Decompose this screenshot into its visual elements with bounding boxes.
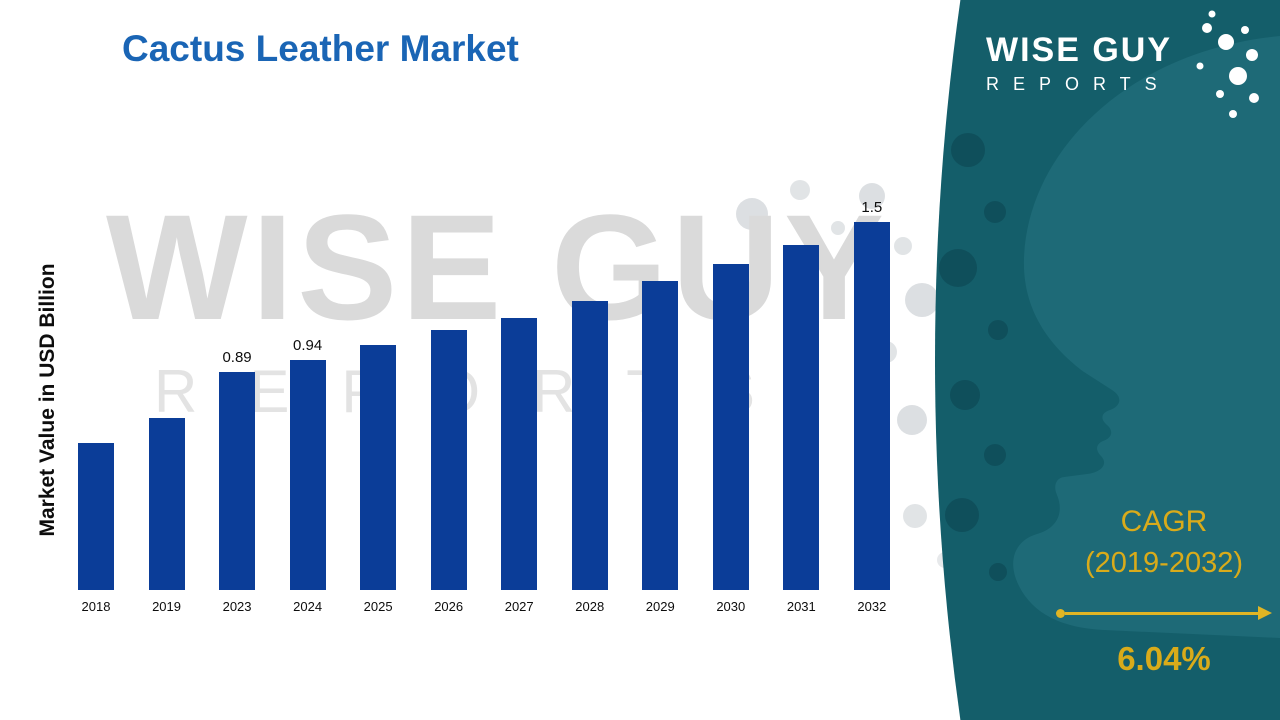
bar-chart: 2018 2019 0.89 2023 0.94 2024 2025 2026 2027 2028… <box>64 199 904 614</box>
bar-column: 0.94 2024 <box>276 337 340 614</box>
brand-logo: WISE GUY REPORTS <box>986 31 1173 95</box>
arrow-start-dot-icon <box>1056 608 1065 618</box>
bar <box>430 330 467 590</box>
bar-value-label: 1.5 <box>861 199 883 216</box>
face-profile-silhouette <box>1013 36 1280 638</box>
cagr-range: (2019-2032) <box>1085 547 1243 579</box>
bar-column: 0.89 2023 <box>205 349 269 614</box>
bar-column: 2018 <box>64 420 128 614</box>
x-axis-tick: 2029 <box>645 599 675 614</box>
x-axis-tick: 2024 <box>293 599 323 614</box>
cagr-label: CAGR <box>1120 505 1208 538</box>
x-axis-tick: 2023 <box>222 599 252 614</box>
bar <box>360 345 397 590</box>
teal-dot-cluster <box>939 133 1008 581</box>
bar-column: 2030 <box>699 241 763 614</box>
bar-value-label: 0.89 <box>222 349 252 366</box>
bar <box>289 360 326 590</box>
x-axis-tick: 2018 <box>81 599 111 614</box>
bar <box>783 245 820 590</box>
x-axis-tick: 2031 <box>786 599 816 614</box>
cagr-arrow <box>1056 606 1272 620</box>
brand-subname: REPORTS <box>986 74 1171 95</box>
y-axis-label: Market Value in USD Billion <box>36 263 59 537</box>
bar-column: 2031 <box>769 222 833 614</box>
arrow-line <box>1065 611 1258 615</box>
bar <box>853 222 890 590</box>
x-axis-tick: 2032 <box>857 599 887 614</box>
x-axis-tick: 2025 <box>363 599 393 614</box>
bar <box>642 281 679 590</box>
x-axis-tick: 2027 <box>504 599 534 614</box>
bar-column: 2029 <box>628 258 692 614</box>
cagr-value: 6.04% <box>1117 640 1211 677</box>
cagr-block: CAGR (2019-2032) 6.04% <box>1056 505 1272 678</box>
x-axis-tick: 2026 <box>434 599 464 614</box>
bar-column: 2027 <box>487 295 551 614</box>
x-axis-tick: 2028 <box>575 599 605 614</box>
bar <box>78 443 114 590</box>
bar-column: 2025 <box>346 322 410 614</box>
logo-face-icon <box>1196 10 1259 118</box>
bar <box>219 372 256 590</box>
bar-column: 2026 <box>417 307 481 614</box>
bar-column: 1.5 2032 <box>840 199 904 614</box>
brand-name: WISE GUY <box>986 31 1173 69</box>
bar <box>501 318 538 590</box>
x-axis-tick: 2030 <box>716 599 746 614</box>
x-axis-tick: 2019 <box>152 599 181 614</box>
bar-value-label: 0.94 <box>292 337 323 354</box>
bar <box>571 301 608 590</box>
bar <box>148 418 185 590</box>
bar <box>712 264 749 590</box>
bar-column: 2028 <box>558 278 622 614</box>
page-title: Cactus Leather Market <box>122 28 519 69</box>
bar-column: 2019 <box>135 395 199 614</box>
arrow-head-icon <box>1258 606 1272 620</box>
